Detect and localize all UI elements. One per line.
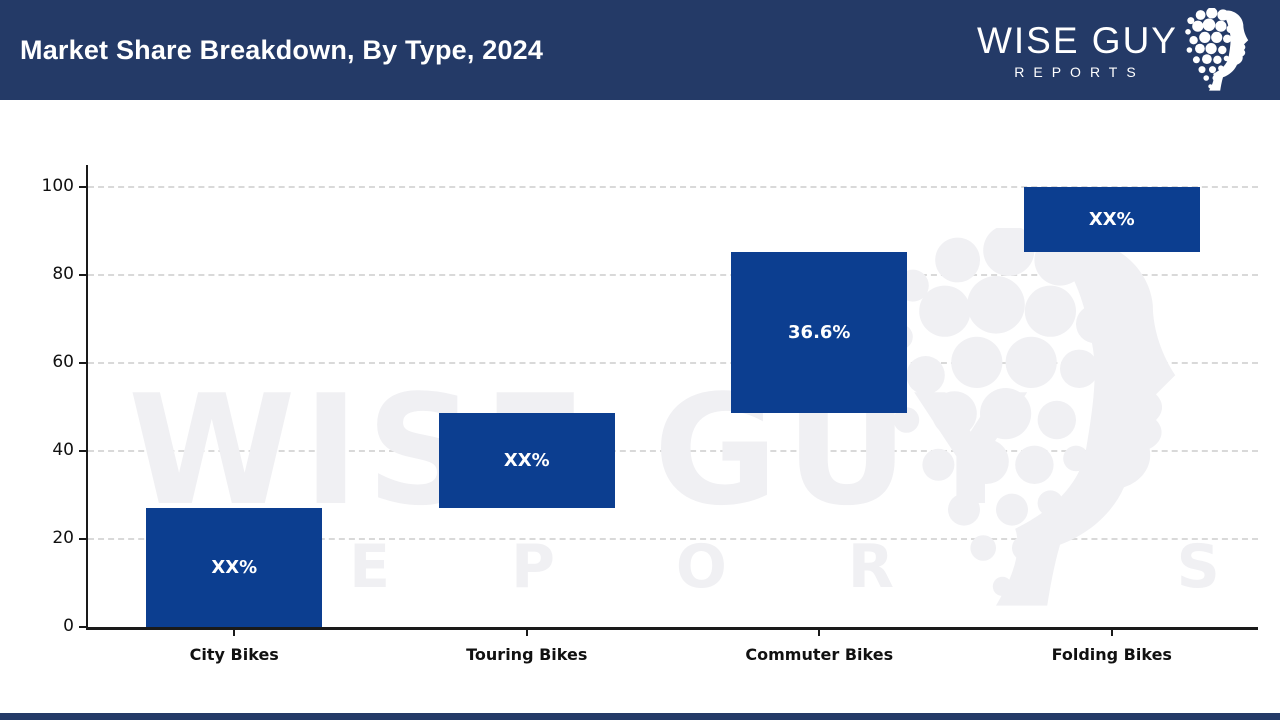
chart-canvas: WISE GUY R E P O R T S 0 20 40 60 80 100 XX% Ci… — [0, 100, 1280, 713]
x-tick-mark — [1110, 630, 1113, 636]
bar-value-label: XX% — [503, 449, 550, 471]
x-tick-label: Commuter Bikes — [745, 645, 894, 664]
y-gridline — [88, 450, 1258, 452]
bar: XX% — [1023, 187, 1200, 252]
y-tick-label: 40 — [52, 440, 74, 460]
y-tick-label: 0 — [63, 616, 74, 636]
y-gridline — [88, 538, 1258, 540]
x-tick-mark — [818, 630, 821, 636]
header-band: Market Share Breakdown, By Type, 2024 WI… — [0, 0, 1280, 100]
y-tick-mark — [79, 186, 86, 188]
x-tick-label: Folding Bikes — [1051, 645, 1172, 664]
y-tick-mark — [79, 274, 86, 276]
bar-value-label: XX% — [1088, 208, 1135, 230]
watermark-head-icon — [868, 224, 1188, 616]
x-tick-label: City Bikes — [189, 645, 279, 664]
y-gridline — [88, 362, 1258, 364]
y-gridline — [88, 274, 1258, 276]
logo-subtext: REPORTS — [1014, 63, 1145, 80]
y-tick-label: 20 — [52, 528, 74, 548]
bar: XX% — [146, 507, 323, 627]
dotted-head-icon — [1180, 8, 1252, 92]
y-tick-label: 100 — [41, 176, 74, 196]
y-gridline — [88, 186, 1258, 188]
bar-value-label: XX% — [211, 556, 258, 578]
bar: 36.6% — [731, 251, 908, 413]
y-tick-mark — [79, 538, 86, 540]
wise-guy-logo: WISE GUY REPORTS — [977, 8, 1252, 92]
x-axis-line — [86, 627, 1258, 630]
chart-title: Market Share Breakdown, By Type, 2024 — [20, 34, 544, 65]
y-tick-label: 60 — [52, 352, 74, 372]
x-tick-mark — [525, 630, 528, 636]
x-tick-label: Touring Bikes — [466, 645, 588, 664]
bar-value-label: 36.6% — [788, 321, 851, 343]
bar: XX% — [438, 412, 615, 508]
plot-region: 0 20 40 60 80 100 XX% City Bikes XX% Touring Bike… — [42, 165, 1258, 664]
y-tick-mark — [79, 626, 86, 628]
y-tick-label: 80 — [52, 264, 74, 284]
y-tick-mark — [79, 362, 86, 364]
x-tick-mark — [233, 630, 236, 636]
footer-band — [0, 713, 1280, 720]
y-tick-mark — [79, 450, 86, 452]
logo-wordmark: WISE GUY — [976, 19, 1178, 61]
y-axis-line — [86, 165, 88, 630]
